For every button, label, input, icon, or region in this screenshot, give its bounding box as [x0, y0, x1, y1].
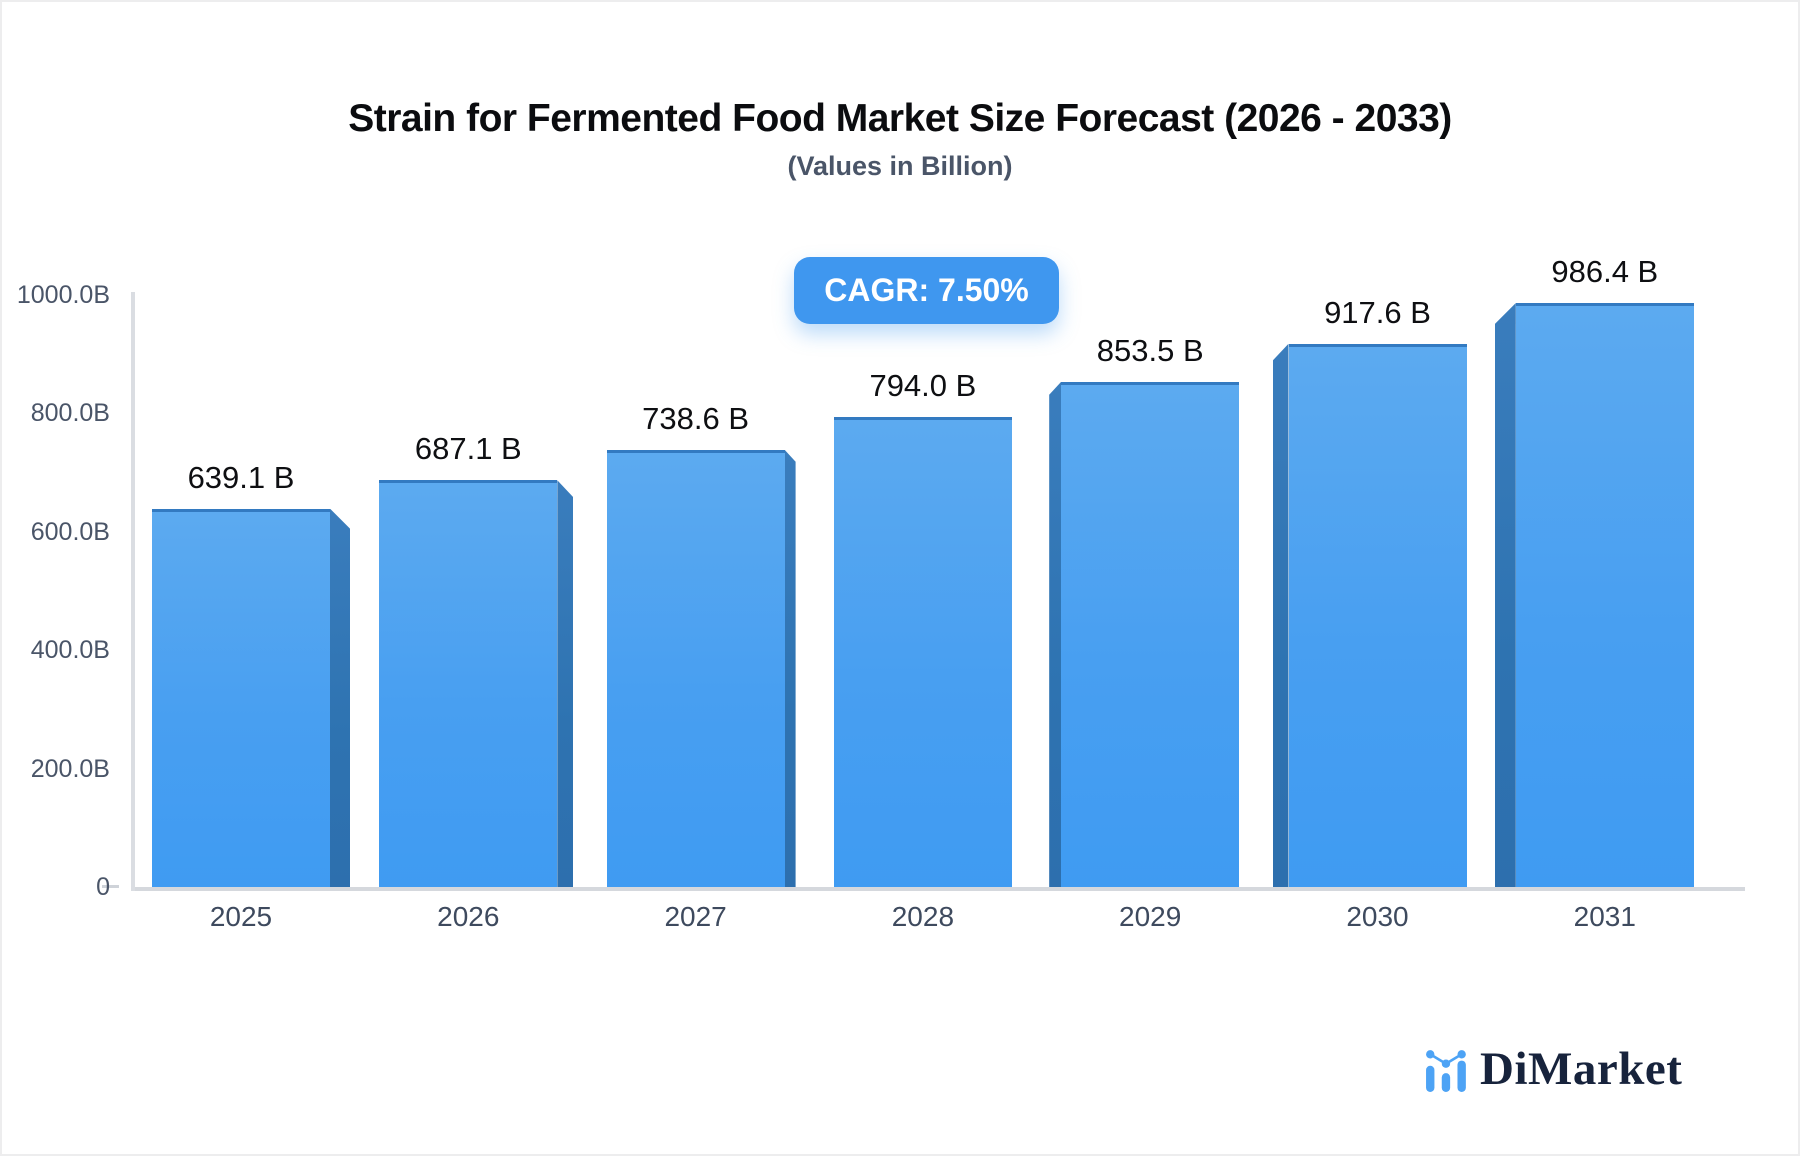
y-axis-zero-tick	[102, 885, 119, 888]
x-axis-tick-label: 2025	[209, 901, 273, 932]
bar-line-chart-icon	[1426, 1050, 1466, 1092]
brand-logo: DiMarket	[1426, 1044, 1682, 1094]
x-axis-tick-label: 2026	[437, 901, 500, 932]
chart-subtitle: (Values in Billion)	[787, 151, 1013, 181]
x-axis-line	[135, 887, 1745, 891]
bar-3d-side-face	[1272, 343, 1289, 887]
y-axis-tick-label: 800.0B	[30, 399, 110, 428]
bar-value-label: 639.1 B	[187, 459, 295, 495]
bar-value-label: 853.5 B	[1096, 332, 1204, 368]
bar-3d-side-face	[330, 508, 350, 887]
brand-logo-text: DiMarket	[1480, 1043, 1683, 1095]
bar-2030	[1288, 343, 1467, 887]
bar-value-label: 794.0 B	[869, 367, 977, 403]
y-axis-tick-label: 1000.0B	[16, 281, 110, 309]
bar-2025	[152, 508, 330, 887]
x-axis-tick-label: 2030	[1346, 901, 1409, 932]
y-axis-line	[131, 292, 135, 891]
bar-3d-side-face	[784, 449, 796, 887]
x-axis-tick-label: 2027	[664, 901, 727, 932]
bar-2027	[606, 449, 785, 887]
y-axis-tick-label: 200.0B	[30, 754, 110, 783]
bar-2028	[833, 416, 1012, 887]
bar-value-label: 687.1 B	[414, 431, 522, 467]
chart-title: Strain for Fermented Food Market Size Fo…	[348, 97, 1452, 140]
y-axis-tick-label: 400.0B	[30, 636, 110, 665]
bar-2031	[1515, 303, 1694, 887]
bar-value-label: 986.4 B	[1551, 254, 1659, 290]
cagr-badge-label: CAGR: 7.50%	[824, 272, 1029, 308]
cagr-badge: CAGR: 7.50%	[794, 257, 1059, 324]
x-axis-tick-label: 2029	[1119, 901, 1182, 932]
y-axis-tick-label: 0	[96, 873, 110, 901]
x-axis-tick-label: 2031	[1573, 901, 1636, 932]
bar-2026	[379, 480, 558, 887]
bar-value-label: 738.6 B	[642, 400, 750, 436]
bar-2029	[1061, 381, 1240, 887]
x-axis-tick-label: 2028	[891, 901, 955, 932]
bar-3d-side-face	[1049, 381, 1062, 887]
bar-3d-side-face	[1494, 303, 1516, 887]
bar-value-label: 917.6 B	[1324, 294, 1431, 330]
y-axis-tick-label: 600.0B	[30, 517, 110, 546]
bar-3d-side-face	[557, 480, 574, 887]
